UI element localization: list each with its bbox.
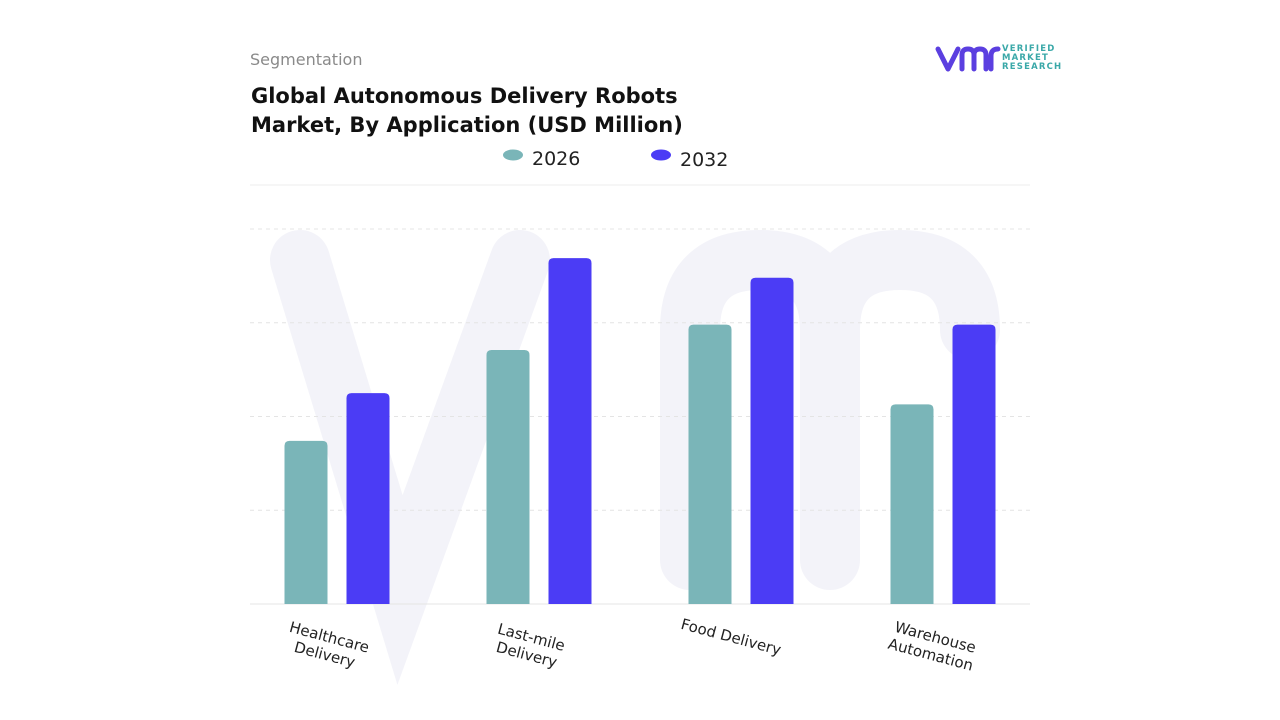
bar [486,349,530,604]
chart-title: Global Autonomous Delivery Robots Market… [251,84,683,137]
bar [750,277,794,604]
logo-text: MARKET [1002,53,1049,63]
bar [952,324,996,604]
logo-text: VERIFIED [1002,44,1056,54]
bar [346,393,390,604]
bar [284,440,328,604]
watermark [270,229,1000,685]
logo-mark [935,46,1001,72]
legend-swatch [503,149,523,161]
bar [688,324,732,604]
section-label: Segmentation [250,50,363,69]
bar [890,404,934,604]
legend-label: 2026 [532,148,581,170]
legend-swatch [651,149,671,161]
legend-label: 2032 [680,149,729,171]
logo-text: RESEARCH [1002,62,1063,72]
bar [548,258,592,604]
